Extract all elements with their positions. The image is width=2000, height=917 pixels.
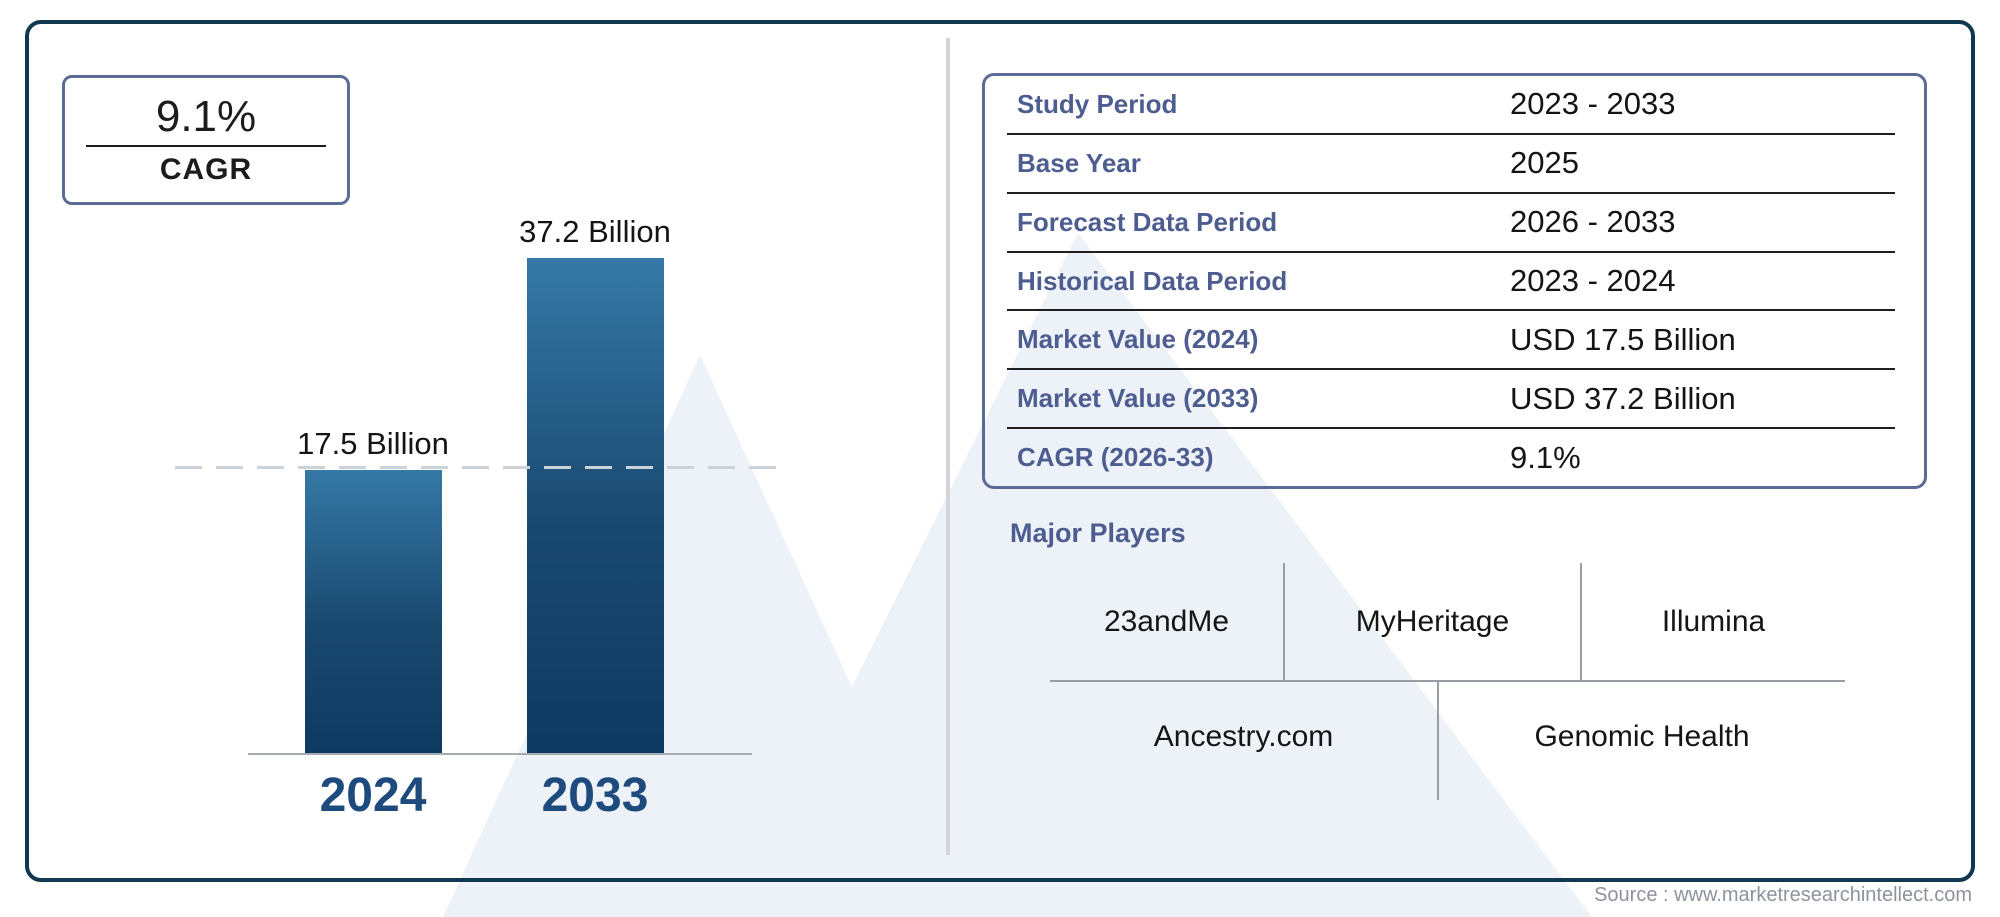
table-row: Study Period 2023 - 2033 xyxy=(1007,76,1895,135)
x-axis-label-2024: 2024 xyxy=(319,769,427,822)
table-row: Market Value (2024) USD 17.5 Billion xyxy=(1007,311,1895,371)
bar-2024 xyxy=(305,470,442,755)
info-row-value: USD 37.2 Billion xyxy=(1510,380,1736,416)
table-row: CAGR (2026-33) 9.1% xyxy=(1007,429,1895,486)
bar-2033 xyxy=(527,258,664,755)
table-row: Market Value (2033) USD 37.2 Billion xyxy=(1007,370,1895,430)
players-grid-vertical-divider xyxy=(1283,563,1285,680)
player-name: 23andMe xyxy=(1103,604,1230,638)
table-row: Forecast Data Period 2026 - 2033 xyxy=(1007,194,1895,253)
info-row-label: Market Value (2033) xyxy=(1017,383,1259,414)
info-row-label: Market Value (2024) xyxy=(1017,324,1259,355)
info-row-label: Historical Data Period xyxy=(1017,265,1288,296)
source-attribution: Source : www.marketresearchintellect.com xyxy=(1594,884,1972,906)
cagr-box: 9.1% CAGR xyxy=(62,75,350,205)
watermark-right-peak xyxy=(737,233,1592,917)
info-row-value: USD 17.5 Billion xyxy=(1510,321,1736,357)
info-row-label: Forecast Data Period xyxy=(1017,206,1278,237)
info-row-label: Study Period xyxy=(1017,88,1178,119)
panel-divider xyxy=(946,38,950,855)
cagr-label: CAGR xyxy=(159,153,253,187)
x-axis-label-2033: 2033 xyxy=(541,769,649,822)
cagr-divider-line xyxy=(86,145,326,148)
info-row-value: 2026 - 2033 xyxy=(1510,204,1676,240)
major-players-title: Major Players xyxy=(1010,518,1186,548)
info-row-value: 9.1% xyxy=(1510,439,1581,475)
info-row-label: Base Year xyxy=(1017,147,1141,178)
players-grid-vertical-divider xyxy=(1580,563,1582,680)
players-grid-horizontal-divider xyxy=(1050,680,1845,682)
players-grid-vertical-divider xyxy=(1437,680,1439,800)
reference-dashed-line xyxy=(175,466,790,469)
cagr-value: 9.1% xyxy=(155,91,257,141)
market-info-table: Study Period 2023 - 2033 Base Year 2025 … xyxy=(982,73,1927,489)
infographic-frame xyxy=(25,20,1975,882)
info-row-value: 2023 - 2024 xyxy=(1510,263,1676,298)
player-name: Genomic Health xyxy=(1534,720,1750,753)
bar-value-label-2024: 17.5 Billion xyxy=(297,426,449,461)
info-row-label: CAGR (2026-33) xyxy=(1017,442,1214,473)
table-row: Historical Data Period 2023 - 2024 xyxy=(1007,253,1895,312)
bar-value-label-2033: 37.2 Billion xyxy=(519,214,671,249)
player-name: MyHeritage xyxy=(1355,604,1510,638)
info-row-value: 2025 xyxy=(1510,145,1579,181)
chart-baseline xyxy=(248,753,752,755)
player-name: Ancestry.com xyxy=(1153,720,1334,753)
table-row: Base Year 2025 xyxy=(1007,135,1895,194)
info-row-value: 2023 - 2033 xyxy=(1510,86,1676,122)
player-name: Illumina xyxy=(1661,604,1766,638)
